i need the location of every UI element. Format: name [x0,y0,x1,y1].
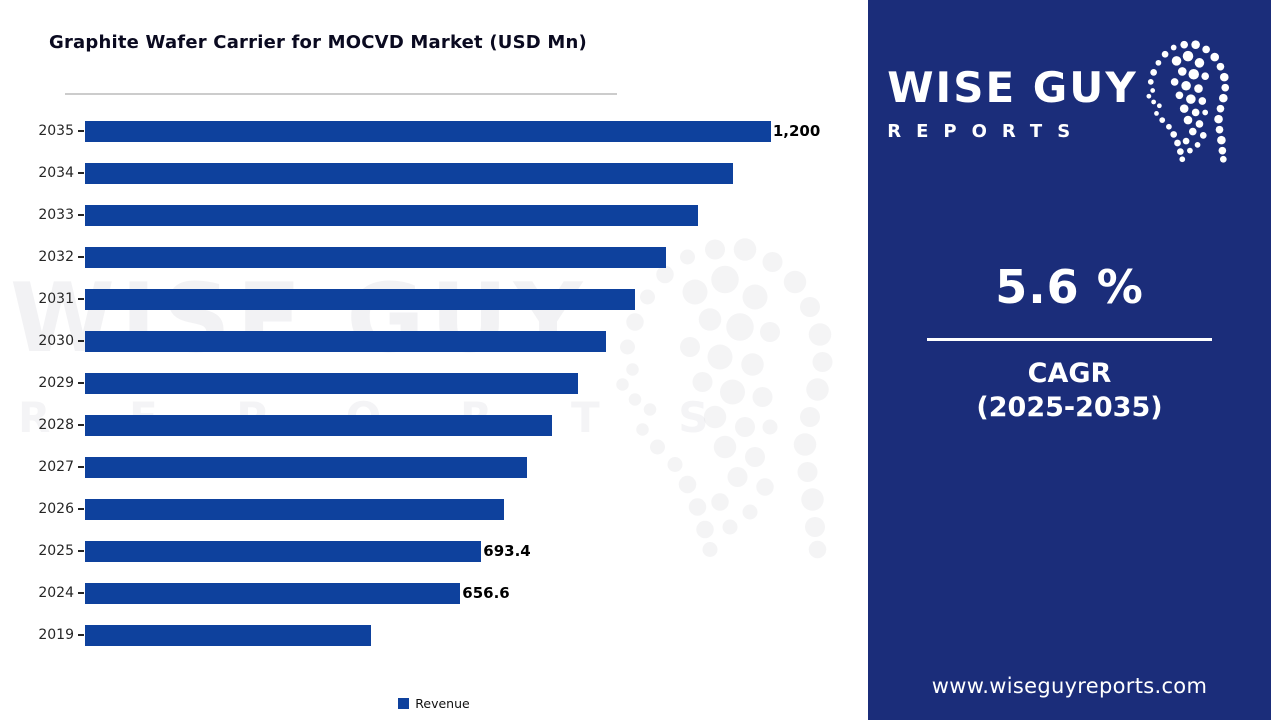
revenue-bar-2028 [85,414,552,436]
wiseguy-logo: WISE GUY REPORTS [887,40,1252,164]
title-divider [65,93,617,95]
bar-area: 656.6 [85,582,828,604]
chart-legend: Revenue [0,696,868,711]
cagr-range: (2025-2035) [976,391,1163,423]
revenue-bar-2031 [85,288,635,310]
revenue-bar-2035 [85,120,771,142]
revenue-bar-2026 [85,498,504,520]
bar-area [85,372,828,394]
y-axis-label: 2019 [38,627,74,643]
revenue-bar-2033 [85,204,698,226]
chart-title: Graphite Wafer Carrier for MOCVD Market … [49,32,587,53]
revenue-bar-2034 [85,162,733,184]
revenue-bar-2030 [85,330,606,352]
chart-row: 2029 [0,362,868,404]
axis-tick [78,592,84,594]
revenue-bar-2025 [85,540,482,562]
logo-head-icon [1146,40,1229,163]
axis-tick [78,298,84,300]
axis-tick [78,130,84,132]
bar-area [85,330,828,352]
axis-tick [78,508,84,510]
bar-area [85,162,828,184]
bar-area [85,456,828,478]
chart-row: 2034 [0,152,868,194]
chart-row: 2025 693.4 [0,530,868,572]
bar-value-label: 1,200 [772,122,821,140]
y-axis-label: 2029 [38,375,74,391]
legend-label: Revenue [415,696,470,711]
chart-row: 2019 [0,614,868,656]
axis-tick [78,424,84,426]
cagr-label: CAGR [1027,358,1112,389]
revenue-bar-2032 [85,246,666,268]
website-url: www.wiseguyreports.com [931,674,1208,698]
revenue-bar-2027 [85,456,528,478]
axis-tick [78,634,84,636]
bar-area [85,204,828,226]
y-axis-label: 2033 [38,207,74,223]
chart-row: 2032 [0,236,868,278]
chart-row: 2024 656.6 [0,572,868,614]
revenue-bar-2024 [85,582,461,604]
axis-tick [78,466,84,468]
cagr-divider [927,338,1212,341]
bar-area [85,414,828,436]
chart-rows: 2035 1,200 2034 2033 2032 2031 2030 2029 2028 202… [0,110,868,656]
y-axis-label: 2027 [38,459,74,475]
bar-area [85,246,828,268]
cagr-block: 5.6 % CAGR (2025-2035) [927,260,1212,425]
bar-area: 1,200 [85,120,828,142]
axis-tick [78,214,84,216]
chart-row: 2033 [0,194,868,236]
y-axis-label: 2031 [38,291,74,307]
revenue-bar-2019 [85,624,371,646]
revenue-bar-2029 [85,372,579,394]
y-axis-label: 2028 [38,417,74,433]
y-axis-label: 2032 [38,249,74,265]
chart-row: 2031 [0,278,868,320]
logo-text: WISE GUY REPORTS [887,62,1138,142]
bar-value-label: 656.6 [462,584,510,602]
bar-value-label: 693.4 [483,542,531,560]
y-axis-label: 2024 [38,585,74,601]
axis-tick [78,550,84,552]
logo-subtitle: REPORTS [887,120,1086,142]
axis-tick [78,382,84,384]
chart-row: 2035 1,200 [0,110,868,152]
y-axis-label: 2026 [38,501,74,517]
chart-row: 2028 [0,404,868,446]
chart-panel: Graphite Wafer Carrier for MOCVD Market … [0,32,868,711]
axis-tick [78,340,84,342]
legend-swatch [398,698,410,709]
y-axis-label: 2035 [38,123,74,139]
logo-wordmark: WISE GUY [887,62,1138,112]
bar-area [85,624,828,646]
y-axis-label: 2034 [38,165,74,181]
axis-tick [78,256,84,258]
y-axis-label: 2025 [38,543,74,559]
bar-area: 693.4 [85,540,828,562]
axis-tick [78,172,84,174]
y-axis-label: 2030 [38,333,74,349]
bar-area [85,288,828,310]
bar-area [85,498,828,520]
chart-row: 2030 [0,320,868,362]
sidebar: WISE GUY REPORTS 5.6 % CAGR (2025-2035) … [868,0,1271,720]
chart-row: 2026 [0,488,868,530]
cagr-value: 5.6 % [995,260,1144,314]
chart-row: 2027 [0,446,868,488]
